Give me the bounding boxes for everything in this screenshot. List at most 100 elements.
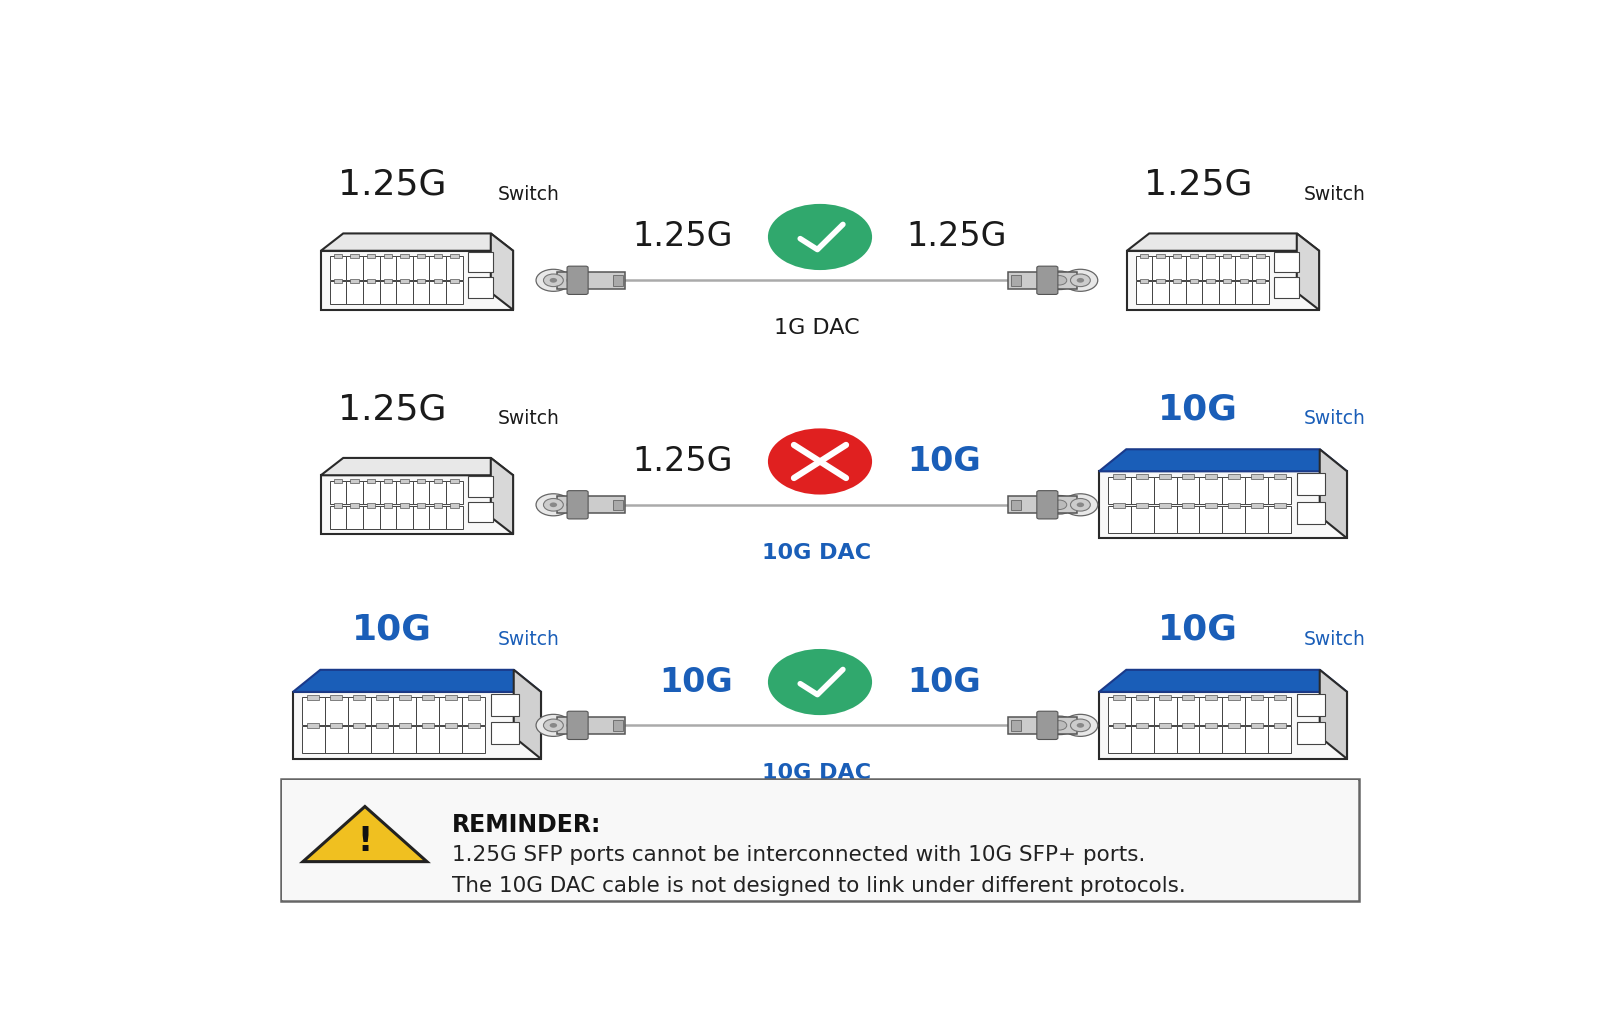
Circle shape (1077, 278, 1085, 282)
Circle shape (536, 714, 571, 737)
FancyBboxPatch shape (1158, 723, 1171, 728)
FancyBboxPatch shape (1200, 698, 1222, 724)
Polygon shape (302, 806, 427, 861)
FancyBboxPatch shape (450, 479, 459, 483)
Circle shape (1070, 498, 1090, 512)
FancyBboxPatch shape (462, 698, 485, 724)
FancyBboxPatch shape (413, 257, 429, 279)
FancyBboxPatch shape (434, 254, 442, 259)
Circle shape (768, 649, 872, 715)
FancyBboxPatch shape (1205, 474, 1218, 479)
Text: Switch: Switch (1304, 630, 1365, 649)
FancyBboxPatch shape (347, 698, 371, 724)
FancyBboxPatch shape (450, 503, 459, 507)
FancyBboxPatch shape (1253, 257, 1269, 279)
FancyBboxPatch shape (350, 279, 358, 283)
FancyBboxPatch shape (557, 717, 626, 735)
Circle shape (1051, 500, 1067, 509)
Text: 10G: 10G (1158, 392, 1238, 426)
Text: 1G DAC: 1G DAC (774, 318, 859, 339)
FancyBboxPatch shape (366, 279, 376, 283)
Text: 10G DAC: 10G DAC (762, 763, 872, 784)
FancyBboxPatch shape (418, 279, 426, 283)
FancyBboxPatch shape (1136, 281, 1152, 304)
FancyBboxPatch shape (1275, 277, 1299, 298)
FancyBboxPatch shape (429, 281, 446, 304)
FancyBboxPatch shape (379, 281, 397, 304)
FancyBboxPatch shape (1222, 279, 1232, 283)
Circle shape (566, 720, 582, 730)
FancyBboxPatch shape (613, 275, 622, 285)
FancyBboxPatch shape (1131, 505, 1154, 533)
FancyBboxPatch shape (1182, 723, 1194, 728)
FancyBboxPatch shape (1154, 726, 1176, 753)
Circle shape (1051, 275, 1067, 285)
FancyBboxPatch shape (363, 481, 379, 504)
Circle shape (544, 274, 563, 286)
FancyBboxPatch shape (350, 503, 358, 507)
FancyBboxPatch shape (1037, 711, 1058, 740)
FancyBboxPatch shape (1107, 726, 1131, 753)
FancyBboxPatch shape (302, 698, 325, 724)
FancyBboxPatch shape (1253, 281, 1269, 304)
FancyBboxPatch shape (1136, 695, 1149, 700)
FancyBboxPatch shape (366, 503, 376, 507)
Circle shape (544, 498, 563, 512)
FancyBboxPatch shape (446, 281, 462, 304)
FancyBboxPatch shape (446, 505, 462, 529)
Polygon shape (293, 670, 541, 692)
FancyBboxPatch shape (1037, 491, 1058, 519)
FancyBboxPatch shape (1154, 505, 1176, 533)
FancyBboxPatch shape (1154, 477, 1176, 504)
FancyBboxPatch shape (1158, 695, 1171, 700)
Polygon shape (1320, 449, 1347, 538)
Circle shape (550, 723, 557, 727)
FancyBboxPatch shape (418, 503, 426, 507)
Circle shape (768, 429, 872, 494)
FancyBboxPatch shape (1227, 695, 1240, 700)
Text: 10G: 10G (907, 666, 981, 699)
FancyBboxPatch shape (1170, 281, 1186, 304)
FancyBboxPatch shape (450, 279, 459, 283)
Polygon shape (322, 233, 514, 251)
FancyBboxPatch shape (462, 726, 485, 753)
FancyBboxPatch shape (557, 272, 626, 288)
Circle shape (1070, 719, 1090, 731)
FancyBboxPatch shape (363, 257, 379, 279)
FancyBboxPatch shape (379, 481, 397, 504)
FancyBboxPatch shape (1245, 477, 1269, 504)
Circle shape (1045, 716, 1074, 735)
FancyBboxPatch shape (566, 711, 589, 740)
FancyBboxPatch shape (1139, 254, 1149, 259)
FancyBboxPatch shape (384, 503, 392, 507)
FancyBboxPatch shape (1182, 695, 1194, 700)
FancyBboxPatch shape (334, 503, 342, 507)
FancyBboxPatch shape (446, 481, 462, 504)
Circle shape (560, 495, 589, 515)
FancyBboxPatch shape (1269, 726, 1291, 753)
Text: Switch: Switch (1304, 185, 1365, 204)
FancyBboxPatch shape (1200, 726, 1222, 753)
FancyBboxPatch shape (416, 726, 440, 753)
FancyBboxPatch shape (445, 723, 458, 728)
FancyBboxPatch shape (416, 698, 440, 724)
FancyBboxPatch shape (293, 692, 541, 759)
FancyBboxPatch shape (1222, 477, 1245, 504)
FancyBboxPatch shape (1251, 502, 1262, 507)
FancyBboxPatch shape (1173, 254, 1181, 259)
FancyBboxPatch shape (307, 723, 320, 728)
FancyBboxPatch shape (446, 257, 462, 279)
FancyBboxPatch shape (1154, 698, 1176, 724)
FancyBboxPatch shape (467, 723, 480, 728)
Circle shape (1070, 274, 1090, 286)
FancyBboxPatch shape (1200, 505, 1222, 533)
FancyBboxPatch shape (371, 726, 394, 753)
FancyBboxPatch shape (1136, 257, 1152, 279)
FancyBboxPatch shape (1222, 505, 1245, 533)
FancyBboxPatch shape (330, 505, 346, 529)
Text: 1.25G SFP ports cannot be interconnected with 10G SFP+ ports.: 1.25G SFP ports cannot be interconnected… (451, 845, 1146, 864)
FancyBboxPatch shape (1157, 279, 1165, 283)
FancyBboxPatch shape (469, 277, 493, 298)
FancyBboxPatch shape (398, 723, 411, 728)
FancyBboxPatch shape (469, 477, 493, 497)
